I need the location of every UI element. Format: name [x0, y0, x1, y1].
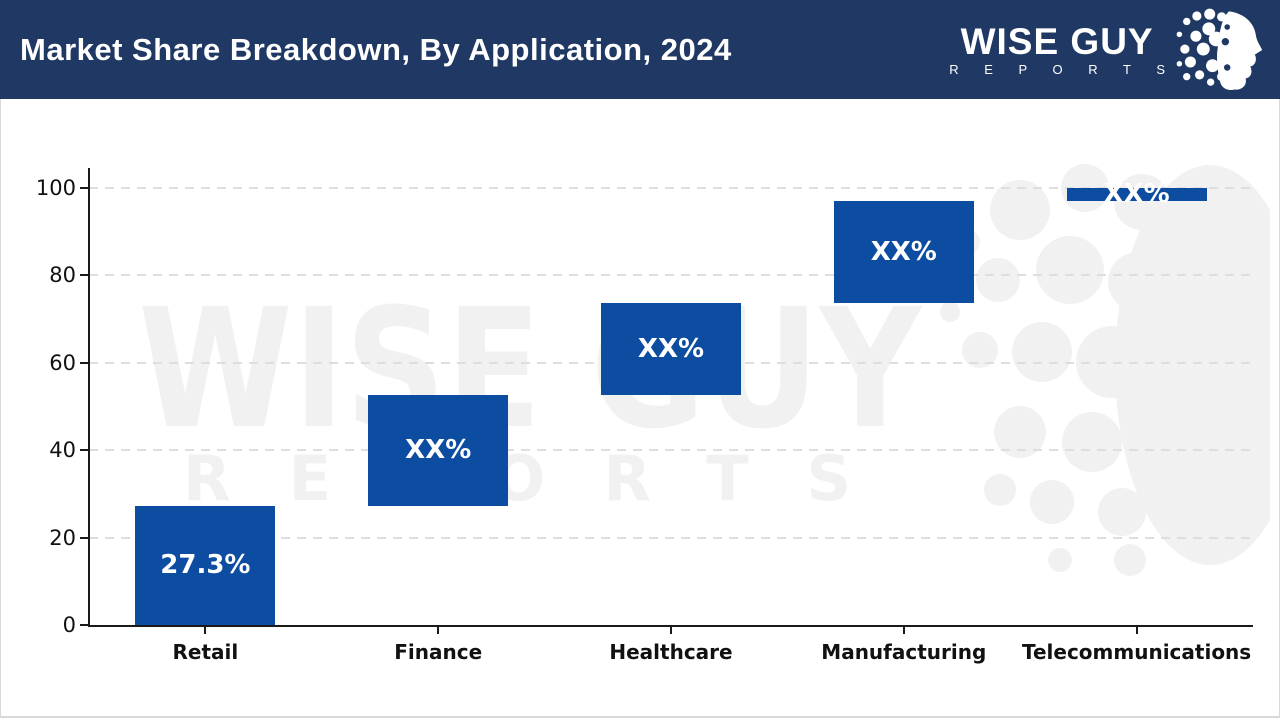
x-axis-tick	[670, 627, 672, 634]
bar-value-label: XX%	[870, 237, 937, 268]
x-axis-category-label: Telecommunications	[1021, 640, 1252, 664]
x-axis-tick	[204, 627, 207, 634]
x-axis-spine	[88, 625, 1253, 627]
y-gridline	[89, 186, 1253, 189]
y-gridline	[89, 274, 1253, 276]
y-axis-tick	[80, 449, 88, 451]
x-axis-tick	[437, 627, 440, 634]
x-axis-tick	[1135, 627, 1138, 634]
y-axis-tick-label: 40	[49, 438, 76, 462]
bar-value-label: XX%	[1103, 179, 1170, 210]
logo-reports-label: R E P O R T S	[949, 62, 1176, 78]
y-gridline	[89, 536, 1253, 539]
page-title: Market Share Breakdown, By Application, …	[20, 31, 732, 67]
y-axis-tick-label: 20	[49, 525, 76, 550]
y-axis-tick-label: 60	[49, 350, 76, 375]
y-axis-tick-label: 80	[49, 263, 76, 287]
x-axis-category-label: Healthcare	[609, 640, 733, 664]
page-border-left	[0, 99, 1, 717]
y-axis-tick-label: 0	[62, 613, 76, 637]
header-bar: Market Share Breakdown, By Application, …	[0, 0, 1280, 99]
y-axis-spine	[88, 168, 90, 627]
bar-retail	[135, 505, 276, 625]
x-axis-tick	[902, 627, 905, 634]
bar-telecommunications	[1066, 187, 1207, 201]
x-axis-category-label: Finance	[394, 640, 483, 664]
y-axis-tick	[80, 536, 88, 539]
bar-value-label: XX%	[405, 435, 472, 466]
y-axis-tick-label: 100	[35, 175, 76, 200]
logo-wiseguy-label: WISE GUY	[960, 20, 1154, 62]
x-axis-category-label: Retail	[172, 640, 239, 664]
watermark-wiseguy-text: WISE GUY	[138, 273, 922, 465]
bar-healthcare	[601, 303, 741, 396]
bar-finance	[368, 395, 509, 506]
y-gridline	[89, 449, 1253, 451]
y-axis-tick	[80, 274, 88, 276]
page-border-bottom	[0, 716, 1280, 718]
x-axis-category-label: Manufacturing	[821, 640, 987, 664]
y-axis-tick	[80, 624, 88, 626]
wiseguy-logo-text: WISE GUY R E P O R T S	[938, 20, 1176, 78]
bar-value-label: XX%	[637, 334, 705, 365]
wiseguy-face-watermark	[940, 164, 1270, 576]
y-axis-tick	[80, 186, 88, 189]
watermark-reports-text: REPORTS	[183, 442, 910, 515]
bar-manufacturing	[833, 200, 974, 304]
bar-value-label: 27.3%	[160, 550, 251, 581]
wiseguy-logo: WISE GUY R E P O R T S	[938, 7, 1264, 93]
y-axis-tick	[80, 361, 88, 364]
wiseguy-face-icon	[1176, 8, 1263, 91]
